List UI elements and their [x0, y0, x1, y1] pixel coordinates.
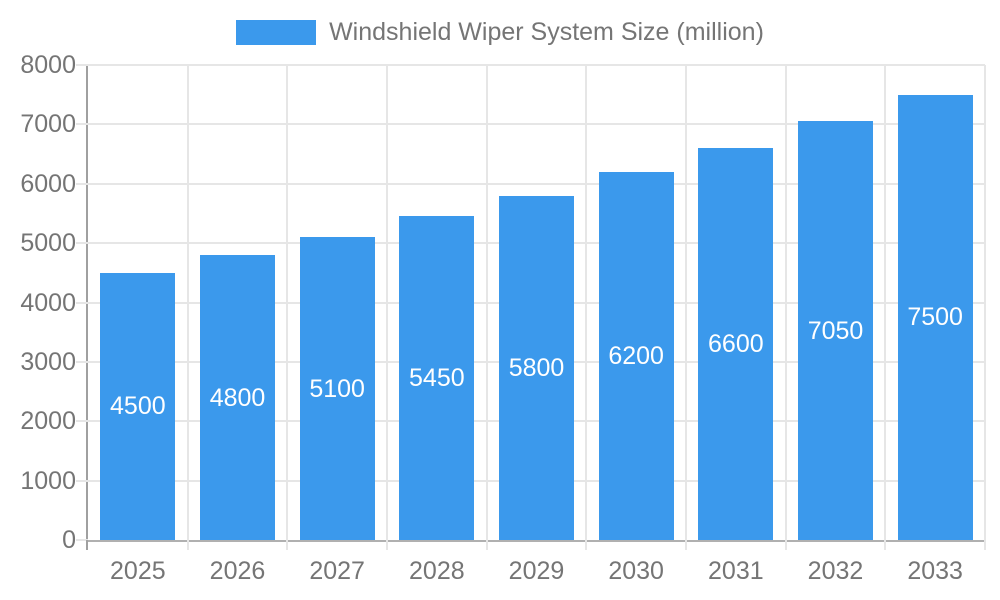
bar-value-label: 7050: [807, 316, 864, 345]
x-tick-label: 2027: [309, 557, 365, 585]
bar-value-label: 5450: [409, 364, 465, 393]
plot-area: 4500 4800 5100 5450 5800 6200 6600 7050 7500: [76, 64, 986, 550]
bar[interactable]: 5450: [399, 216, 475, 540]
legend-label: Windshield Wiper System Size (million): [329, 18, 764, 46]
legend-swatch: [236, 20, 317, 45]
x-tick-label: 2030: [608, 557, 664, 585]
bar-value-label: 6200: [608, 341, 664, 370]
y-tick-label: 6000: [20, 169, 76, 198]
y-tick-label: 0: [62, 526, 76, 554]
bar[interactable]: 4800: [200, 255, 275, 540]
bar-value-label: 4800: [209, 383, 266, 412]
y-tick-label: 3000: [20, 347, 76, 376]
category-gridline: [286, 65, 289, 550]
y-tick-label: 1000: [20, 466, 76, 495]
x-tick-label: 2028: [409, 557, 465, 585]
bar-value-label: 5100: [309, 374, 365, 403]
bar-value-label: 4500: [110, 392, 166, 421]
bar[interactable]: 7500: [897, 94, 973, 540]
x-tick-label: 2029: [508, 557, 565, 585]
y-tick-label: 4000: [20, 288, 76, 317]
bar[interactable]: 5800: [499, 195, 574, 540]
x-tick-label: 2033: [907, 557, 963, 585]
x-tick-label: 2026: [209, 557, 266, 585]
bar[interactable]: 6600: [698, 148, 774, 540]
bar[interactable]: 4500: [100, 272, 176, 540]
bar-value-label: 7500: [907, 303, 963, 332]
y-tick-label: 5000: [20, 229, 76, 258]
bar[interactable]: 5100: [299, 237, 375, 540]
category-gridline: [685, 65, 687, 550]
bar[interactable]: 7050: [798, 121, 873, 540]
bar-value-label: 5800: [508, 353, 565, 382]
y-tick-label: 8000: [20, 51, 76, 79]
x-tick-label: 2031: [708, 557, 764, 585]
category-gridline: [485, 65, 488, 550]
bar-value-label: 6600: [708, 330, 764, 359]
y-tick-label: 7000: [20, 110, 76, 139]
x-tick-label: 2025: [110, 557, 166, 585]
x-tick-label: 2032: [807, 557, 864, 585]
bar[interactable]: 6200: [598, 171, 674, 540]
axis-tick: [76, 539, 88, 541]
category-gridline: [186, 65, 189, 550]
category-gridline: [784, 65, 787, 550]
category-gridline: [585, 65, 588, 550]
gridline: [76, 64, 985, 66]
chart-legend[interactable]: Windshield Wiper System Size (million): [0, 18, 1000, 47]
category-gridline: [386, 65, 388, 550]
category-gridline: [884, 65, 887, 550]
category-gridline: [984, 65, 986, 550]
y-tick-label: 2000: [20, 407, 76, 436]
